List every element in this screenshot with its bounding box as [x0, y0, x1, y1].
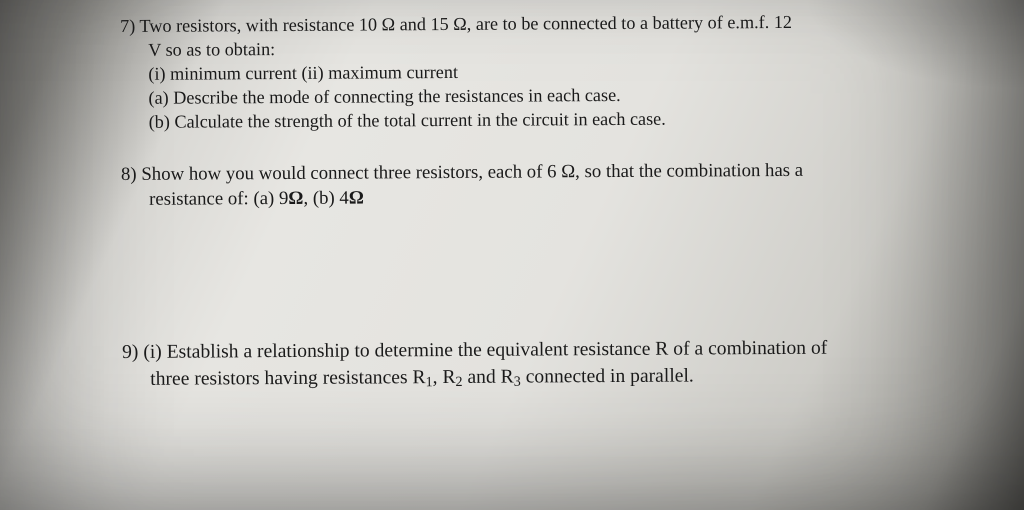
q9-line2-c: and R [462, 367, 513, 388]
q8-number: 8) [121, 164, 137, 185]
q9-line2: three resistors having resistances R1, R… [122, 362, 936, 394]
q9-line2-a: three resistors having resistances R [150, 367, 425, 390]
q9-line2-d: connected in parallel. [521, 366, 694, 388]
q8-line2: resistance of: (a) 9Ω, (b) 4Ω [121, 182, 935, 212]
q7-line1-text: Two resistors, with resistance 10 Ω and … [135, 12, 792, 36]
q9-sub3: 3 [514, 374, 521, 390]
q8-line2-mid: , (b) 4 [303, 188, 349, 209]
question-7: 7) Two resistors, with resistance 10 Ω a… [120, 9, 935, 134]
q9-line1: 9) (i) Establish a relationship to deter… [122, 335, 936, 367]
q8-line2-prefix: resistance of: (a) 9 [149, 188, 288, 210]
q7-line5: (b) Calculate the strength of the total … [121, 105, 935, 134]
question-8: 8) Show how you would connect three resi… [121, 157, 935, 212]
page-text-block: 7) Two resistors, with resistance 10 Ω a… [120, 9, 936, 402]
q9-line2-b: , R [433, 367, 456, 388]
q7-number: 7) [120, 16, 135, 36]
q9-number: 9) [122, 342, 138, 363]
q8-omega-2: Ω [349, 188, 364, 209]
question-9: 9) (i) Establish a relationship to deter… [122, 335, 936, 394]
q8-omega-1: Ω [288, 188, 303, 209]
scanned-page: 7) Two resistors, with resistance 10 Ω a… [0, 0, 1024, 510]
q8-line1-text: Show how you would connect three resisto… [137, 160, 804, 185]
q9-line1-text: (i) Establish a relationship to determin… [138, 338, 827, 363]
